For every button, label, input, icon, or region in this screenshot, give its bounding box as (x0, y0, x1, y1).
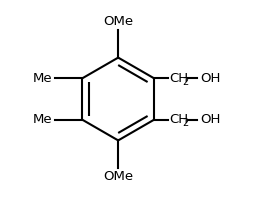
Text: CH: CH (169, 113, 188, 126)
Text: OMe: OMe (103, 170, 133, 183)
Text: OMe: OMe (103, 15, 133, 28)
Text: 2: 2 (182, 118, 188, 128)
Text: Me: Me (33, 113, 53, 126)
Text: Me: Me (33, 72, 53, 85)
Text: OH: OH (200, 72, 220, 85)
Text: OH: OH (200, 113, 220, 126)
Text: 2: 2 (182, 77, 188, 87)
Text: CH: CH (169, 72, 188, 85)
